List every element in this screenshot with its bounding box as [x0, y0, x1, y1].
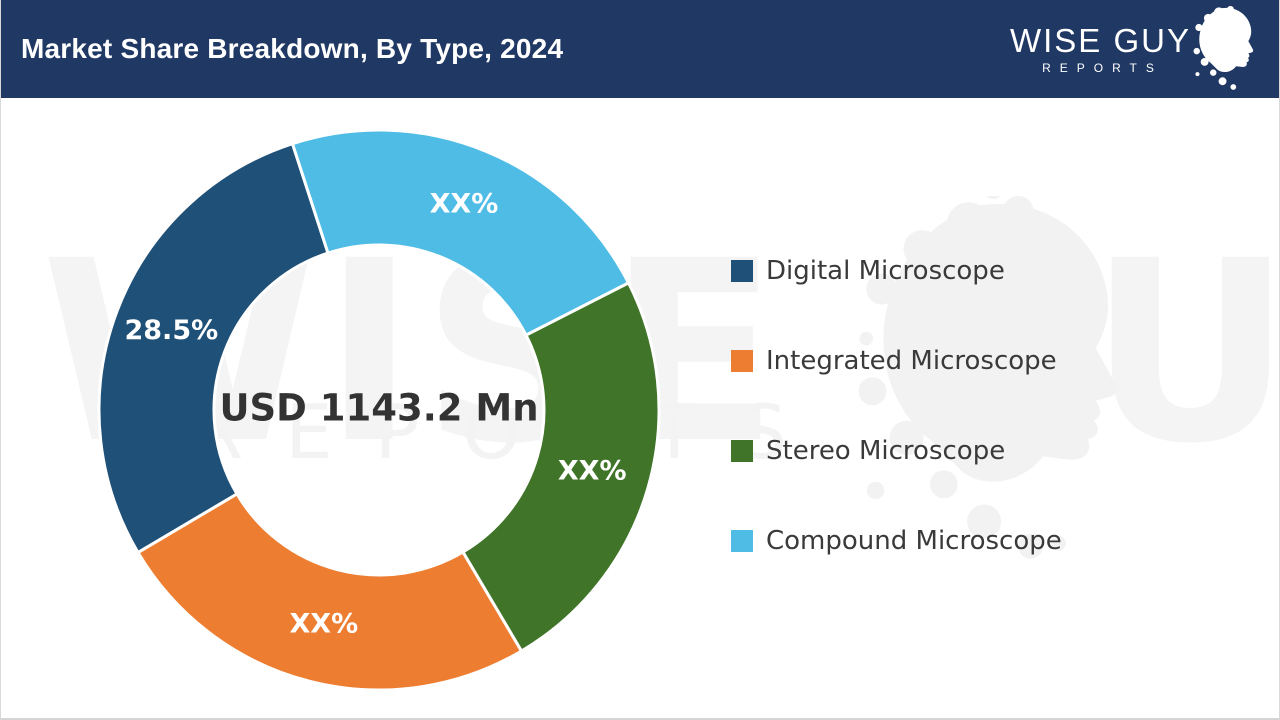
- header-bar: Market Share Breakdown, By Type, 2024 WI…: [1, 0, 1279, 98]
- legend-swatch-integrated-microscope: [731, 350, 753, 372]
- wiseguy-head-icon: [1193, 6, 1254, 90]
- segment-digital-microscope: [97, 141, 330, 555]
- segment-compound-microscope: [290, 128, 631, 338]
- legend-item-digital-microscope: Digital Microscope: [731, 226, 1062, 316]
- page-title: Market Share Breakdown, By Type, 2024: [21, 33, 564, 64]
- segment-percent-label-stereo-microscope: XX%: [558, 455, 627, 486]
- legend-swatch-stereo-microscope: [731, 440, 753, 462]
- segment-percent-label-integrated-microscope: XX%: [289, 609, 358, 640]
- segment-stereo-microscope: [460, 280, 661, 654]
- legend-item-integrated-microscope: Integrated Microscope: [731, 316, 1062, 406]
- legend-swatch-compound-microscope: [731, 530, 753, 552]
- legend-label-digital-microscope: Digital Microscope: [766, 256, 1005, 286]
- logo-wordmark: WISE GUY REPORTS: [1010, 24, 1191, 74]
- segment-percent-label-digital-microscope: 28.5%: [124, 315, 218, 346]
- legend-item-compound-microscope: Compound Microscope: [731, 496, 1062, 586]
- legend-label-stereo-microscope: Stereo Microscope: [766, 436, 1006, 466]
- watermark-reports: REPORTS: [191, 388, 829, 476]
- legend-label-integrated-microscope: Integrated Microscope: [766, 346, 1057, 376]
- segment-percent-label-compound-microscope: XX%: [430, 188, 499, 219]
- wiseguy-logo: WISE GUY REPORTS: [1010, 6, 1265, 92]
- legend-swatch-digital-microscope: [731, 260, 753, 282]
- legend-item-stereo-microscope: Stereo Microscope: [731, 406, 1062, 496]
- legend-label-compound-microscope: Compound Microscope: [766, 526, 1062, 556]
- chart-legend: Digital Microscope Integrated Microscope S…: [731, 226, 1062, 586]
- watermark-head-icon: [858, 196, 1117, 559]
- chart-center-value: USD 1143.2 Mn: [219, 386, 539, 430]
- logo-line1: WISE GUY: [1009, 22, 1191, 59]
- logo-line2: REPORTS: [1042, 61, 1163, 75]
- segment-integrated-microscope: [135, 491, 524, 692]
